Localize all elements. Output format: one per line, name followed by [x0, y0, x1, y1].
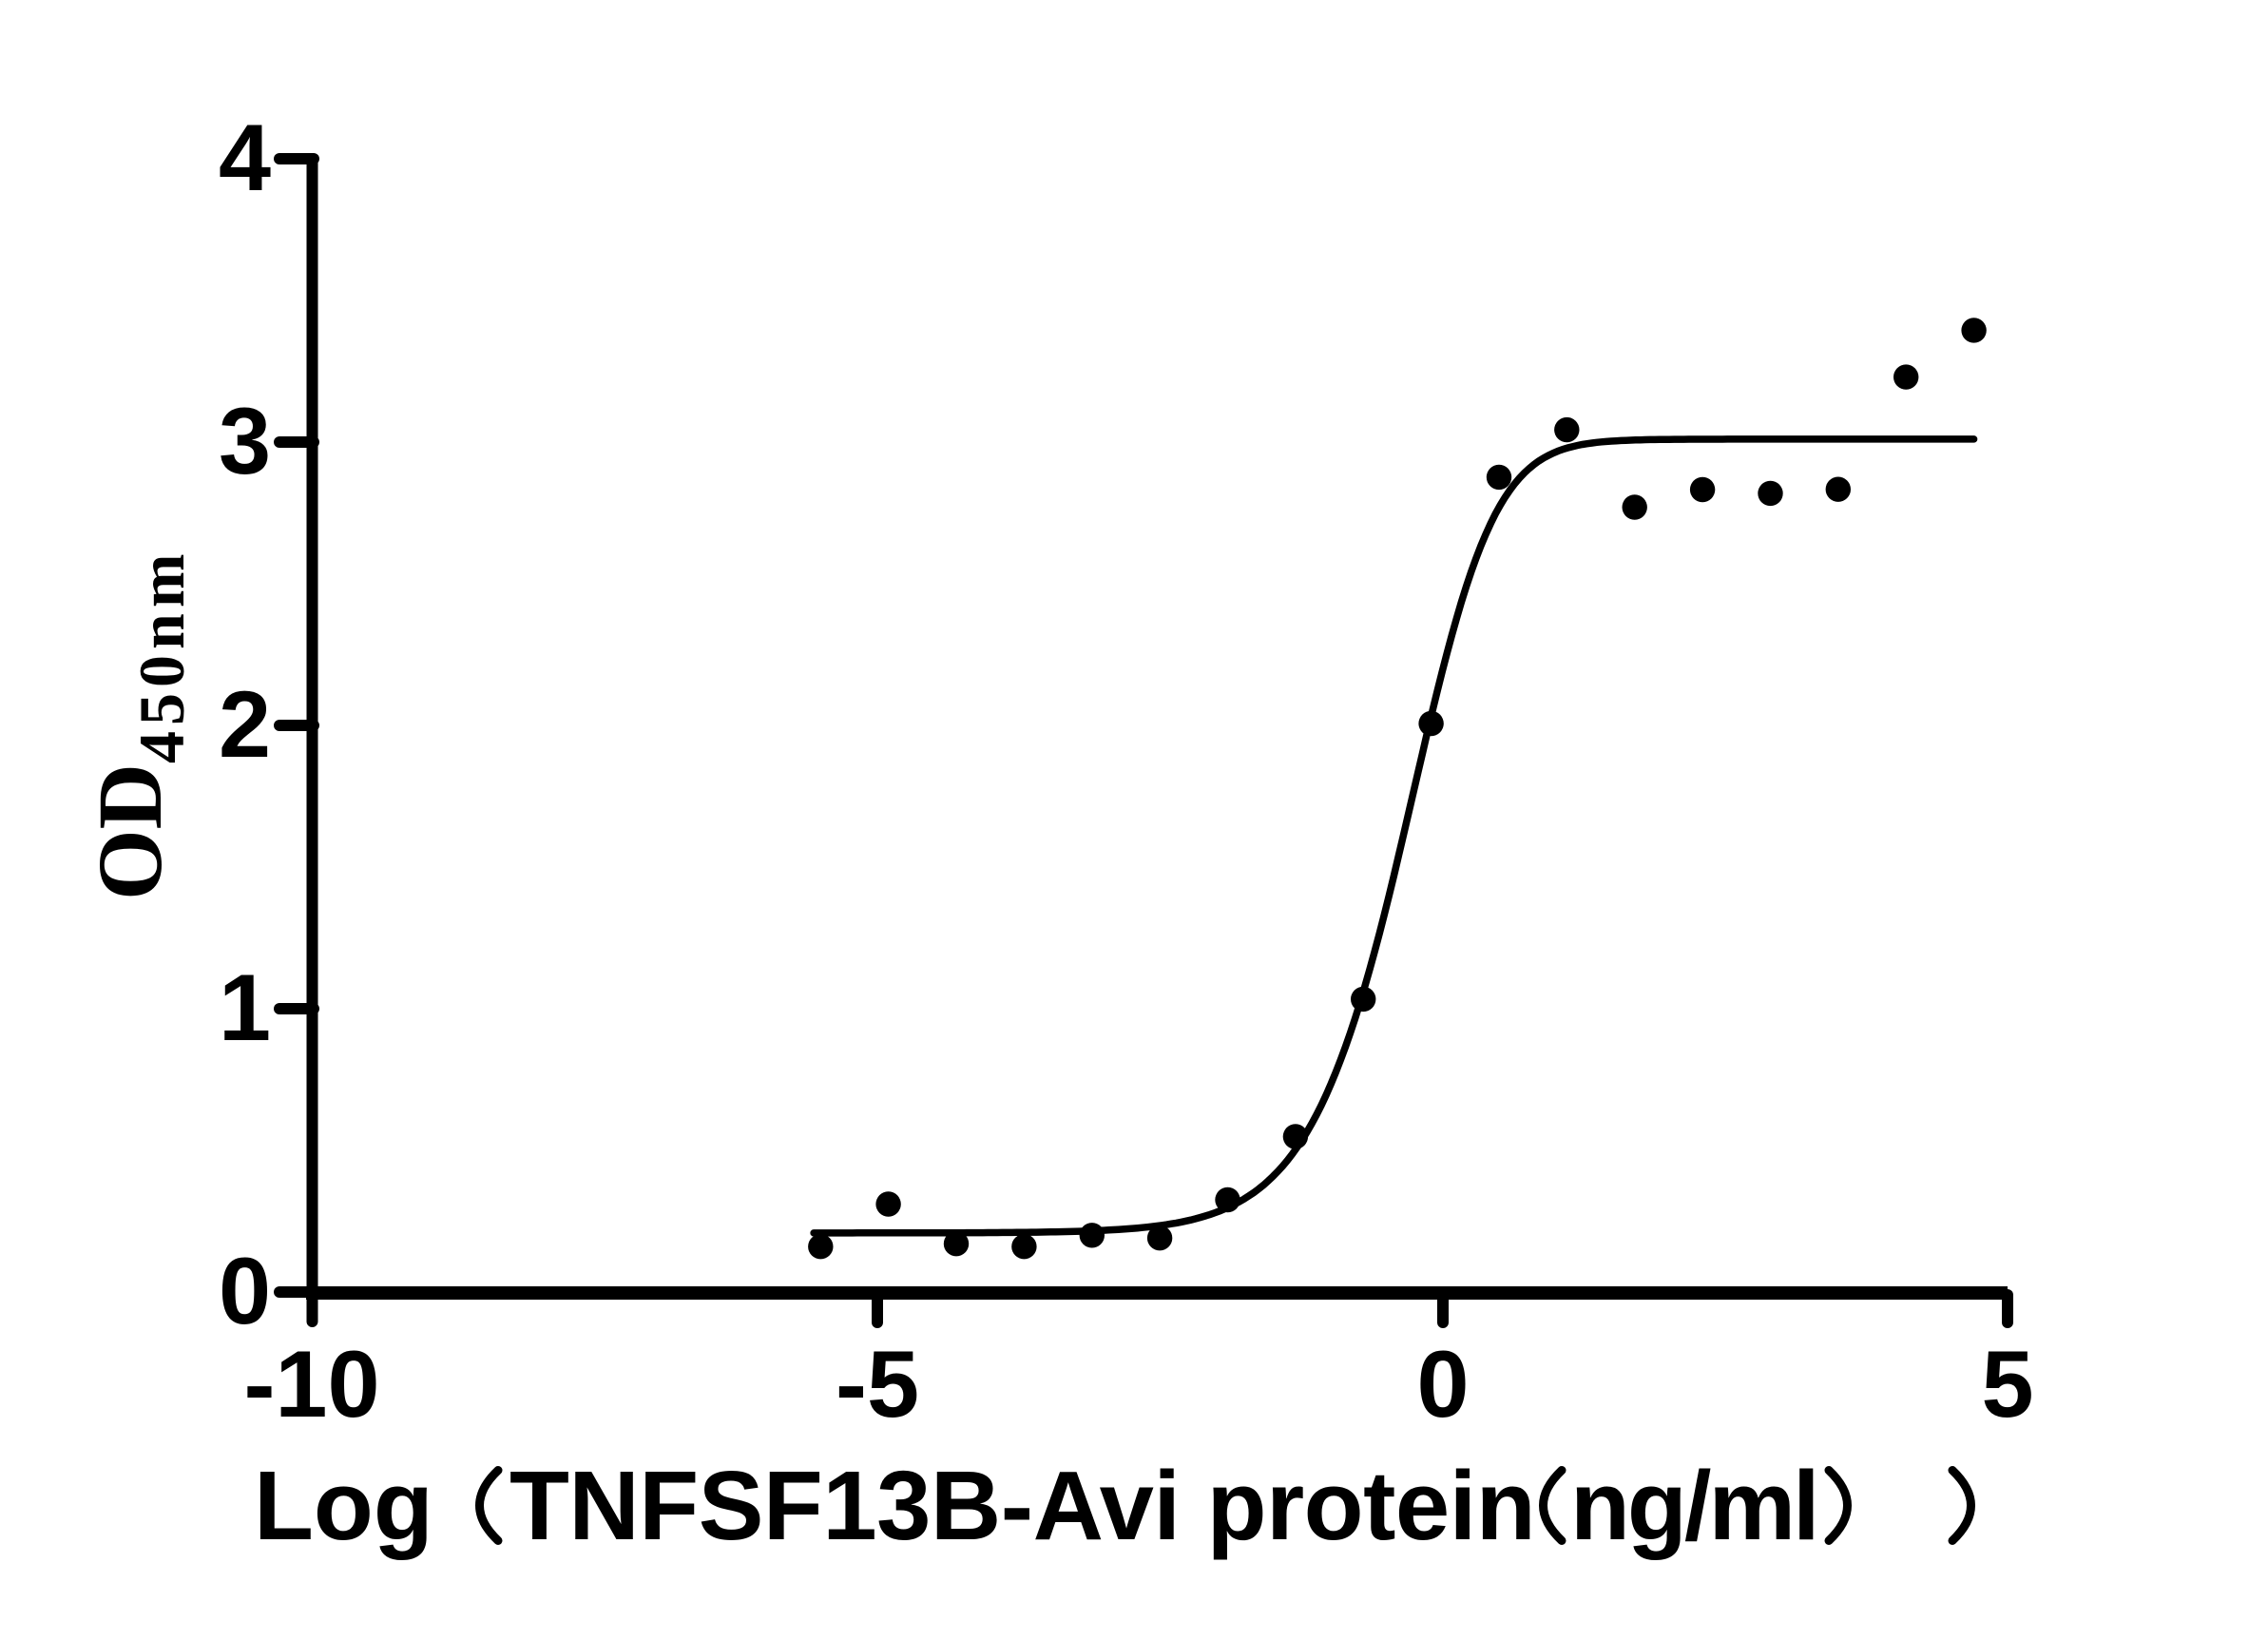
svg-text:5: 5 — [1981, 1331, 2033, 1437]
svg-text:1: 1 — [219, 955, 271, 1060]
svg-text:-5: -5 — [836, 1331, 919, 1437]
svg-text:Log: Log — [254, 1451, 433, 1560]
svg-text:-10: -10 — [243, 1331, 379, 1437]
svg-text:ng/ml: ng/ml — [1570, 1451, 1817, 1560]
svg-text:OD450nm: OD450nm — [79, 549, 198, 900]
svg-text:2: 2 — [219, 671, 271, 777]
svg-text:0: 0 — [219, 1238, 271, 1343]
svg-text:4: 4 — [219, 105, 271, 210]
svg-text:0: 0 — [1416, 1331, 1469, 1437]
svg-text:3: 3 — [219, 388, 271, 493]
svg-text:TNFSF13B-Avi protein: TNFSF13B-Avi protein — [509, 1451, 1535, 1560]
